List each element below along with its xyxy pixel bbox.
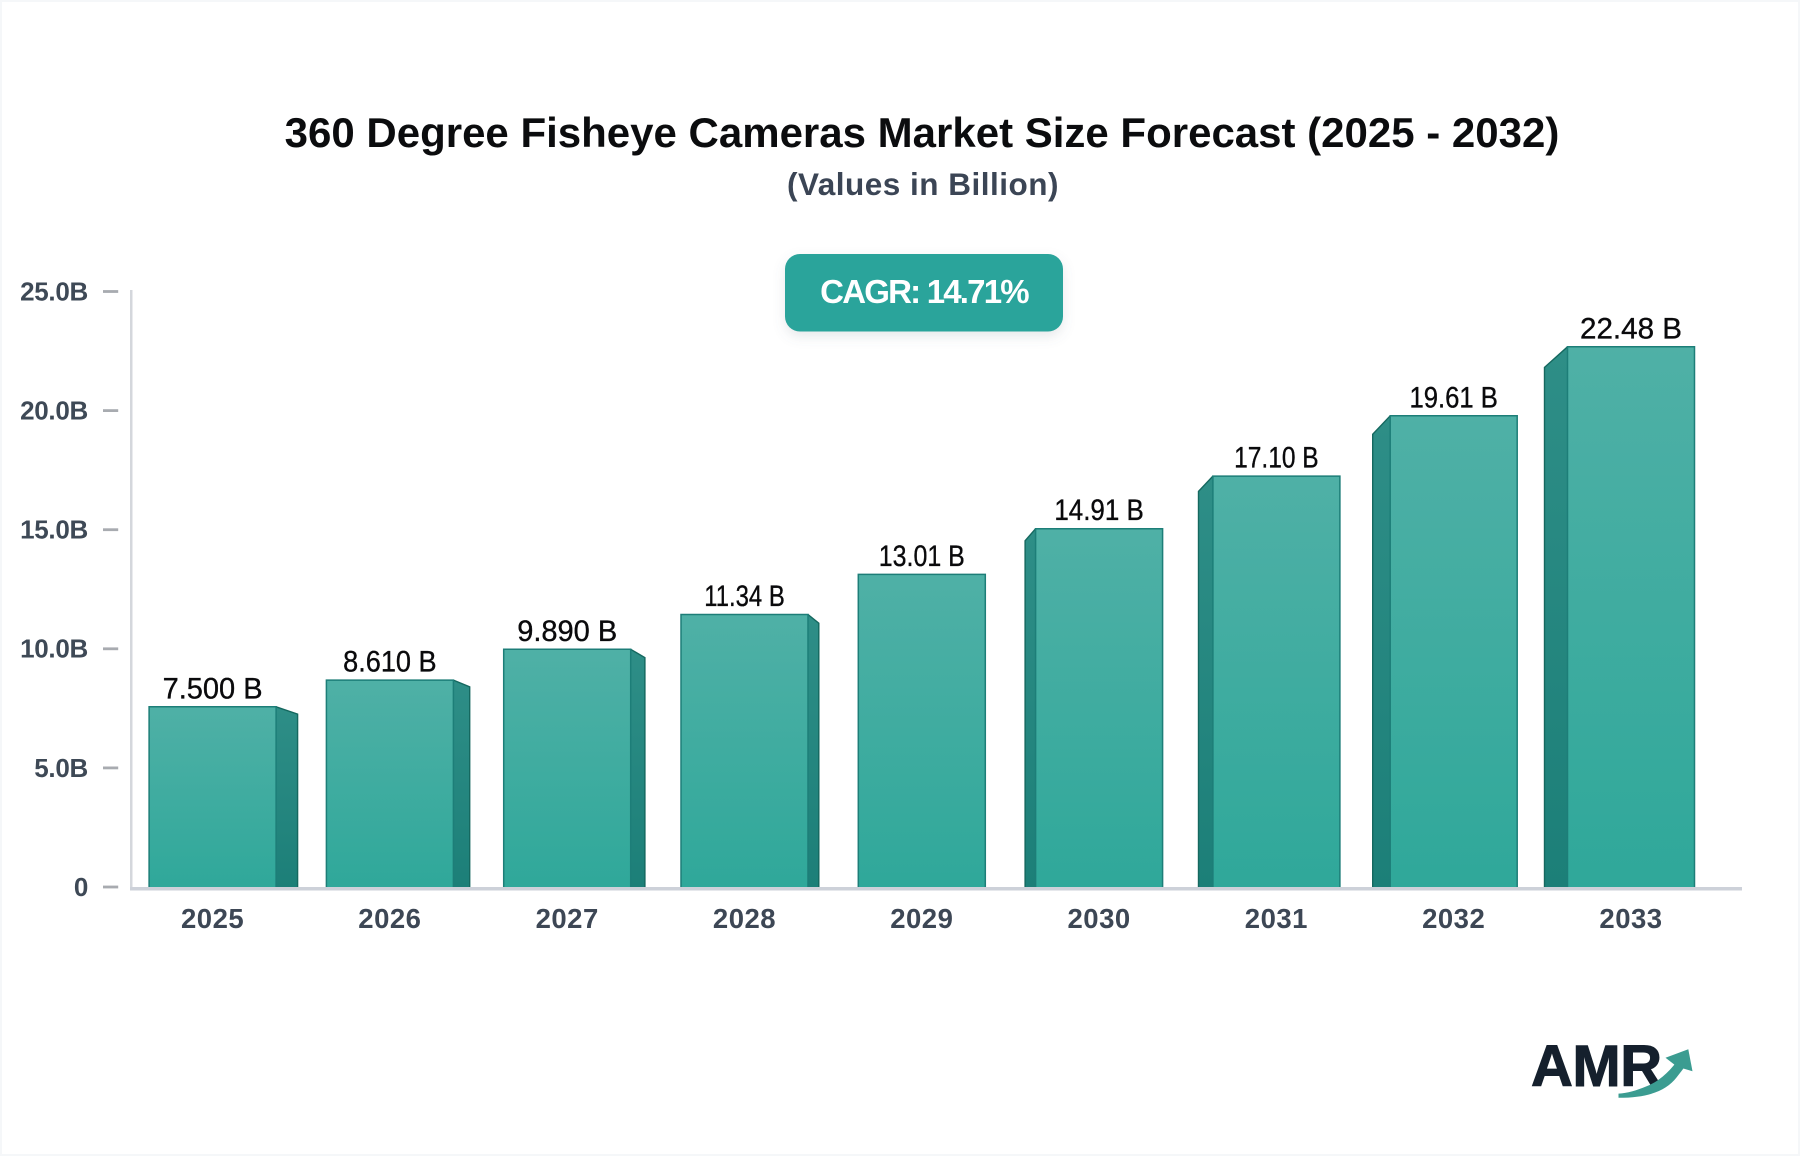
svg-text:2029: 2029 (890, 903, 953, 934)
svg-text:2030: 2030 (1068, 903, 1131, 934)
svg-text:11.34 B: 11.34 B (704, 580, 785, 613)
svg-text:AMR: AMR (1531, 1034, 1662, 1099)
svg-text:CAGR: 14.71%: CAGR: 14.71% (820, 273, 1029, 310)
svg-text:10.0B: 10.0B (20, 634, 88, 664)
svg-text:2025: 2025 (181, 903, 244, 934)
svg-text:2028: 2028 (713, 903, 776, 934)
svg-text:(Values in Billion): (Values in Billion) (787, 166, 1059, 202)
svg-text:2026: 2026 (358, 903, 421, 934)
svg-text:360 Degree Fisheye Cameras Mar: 360 Degree Fisheye Cameras Market Size F… (285, 109, 1560, 156)
svg-text:15.0B: 15.0B (20, 515, 88, 545)
svg-text:19.61 B: 19.61 B (1409, 381, 1498, 414)
svg-text:17.10 B: 17.10 B (1234, 442, 1319, 475)
svg-text:0: 0 (74, 872, 88, 902)
svg-text:25.0B: 25.0B (20, 276, 88, 306)
svg-text:2031: 2031 (1245, 903, 1308, 934)
svg-text:20.0B: 20.0B (20, 396, 88, 426)
svg-text:2033: 2033 (1599, 903, 1662, 934)
svg-text:2032: 2032 (1422, 903, 1485, 934)
svg-text:9.890 B: 9.890 B (517, 615, 617, 648)
svg-text:8.610 B: 8.610 B (343, 646, 437, 679)
svg-text:14.91 B: 14.91 B (1054, 494, 1144, 527)
svg-text:5.0B: 5.0B (34, 753, 88, 783)
svg-text:13.01 B: 13.01 B (879, 540, 965, 573)
svg-text:22.48 B: 22.48 B (1580, 312, 1682, 345)
svg-text:7.500 B: 7.500 B (163, 672, 263, 705)
svg-text:2027: 2027 (536, 903, 599, 934)
